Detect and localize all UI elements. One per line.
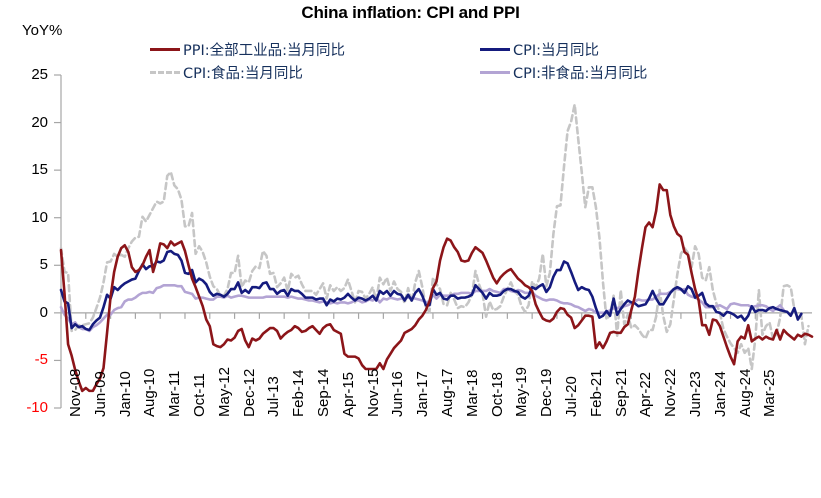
x-tick-label: Sep-14 (314, 368, 332, 417)
axes-layer (54, 74, 812, 409)
series-line-ppi (59, 183, 814, 393)
legend-item-3[interactable]: CPI:食品:当月同比 (150, 61, 303, 83)
legend-item-1[interactable]: PPI:全部工业品:当月同比 (150, 38, 345, 60)
x-tick-label: Apr-22 (637, 371, 655, 417)
x-tick-label: Jun-09 (91, 371, 109, 417)
y-axis-unit-label: YoY% (22, 22, 63, 39)
x-tick-label: Jun-16 (389, 371, 407, 417)
legend-swatch-icon (480, 70, 510, 74)
y-tick-label: -5 (34, 351, 48, 369)
legend-label: CPI:食品:当月同比 (183, 65, 303, 82)
legend-swatch-icon (150, 47, 180, 51)
x-tick-label: Mar-25 (761, 369, 779, 417)
x-tick-label: Jun-23 (686, 371, 704, 417)
y-tick-label: -10 (26, 399, 48, 416)
legend-swatch-icon (480, 47, 510, 51)
series-line-cpi_nonfood (59, 283, 785, 333)
x-tick-label: Feb-14 (290, 369, 308, 417)
y-tick-label: 15 (31, 161, 48, 179)
x-tick-label: Oct-18 (488, 371, 506, 417)
series-layer (59, 103, 814, 393)
x-tick-label: Feb-21 (587, 369, 605, 417)
x-tick-label: May-12 (215, 366, 233, 417)
x-tick-label: Apr-15 (339, 371, 357, 417)
y-tick-label: 20 (31, 113, 48, 131)
x-tick-label: Mar-18 (463, 369, 481, 417)
legend-label: PPI:全部工业品:当月同比 (183, 42, 346, 59)
x-tick-label: May-19 (513, 366, 531, 417)
y-tick-label: 10 (31, 208, 48, 226)
legend-swatch-icon (150, 70, 180, 74)
y-tick-label: 0 (39, 303, 48, 321)
chart-title: China inflation: CPI and PPI (301, 3, 520, 22)
chart-legend: PPI:全部工业品:当月同比 CPI:当月同比 CPI:食品:当月同比 CPI:非食品… (150, 38, 690, 84)
x-tick-label: Jul-20 (562, 376, 580, 417)
x-tick-label: Jan-10 (116, 371, 134, 417)
x-tick-label: Mar-11 (166, 370, 184, 417)
x-tick-label: Nov-22 (662, 368, 680, 417)
x-tick-label: Dec-12 (240, 368, 258, 417)
y-tick-label: 5 (39, 256, 48, 274)
x-tick-label: Oct-11 (190, 373, 208, 417)
series-line-cpi_food (59, 103, 810, 371)
x-tick-label: Aug-24 (736, 368, 754, 417)
x-tick-label: Aug-10 (141, 368, 159, 417)
x-tick-label: Nov-08 (67, 368, 84, 417)
legend-item-2[interactable]: CPI:当月同比 (480, 38, 599, 60)
legend-label: CPI:非食品:当月同比 (513, 65, 648, 82)
y-tick-label: 25 (31, 66, 48, 83)
legend-item-4[interactable]: CPI:非食品:当月同比 (480, 61, 647, 83)
x-tick-label: Jan-17 (414, 371, 432, 417)
x-tick-label: Nov-15 (364, 368, 382, 417)
legend-label: CPI:当月同比 (513, 42, 600, 59)
x-tick-label: Aug-17 (438, 368, 456, 417)
x-tick-label: Jul-13 (265, 376, 283, 417)
x-tick-label: Dec-19 (538, 368, 556, 417)
x-tick-label: Jan-24 (711, 371, 729, 417)
x-tick-label: Sep-21 (612, 368, 630, 417)
